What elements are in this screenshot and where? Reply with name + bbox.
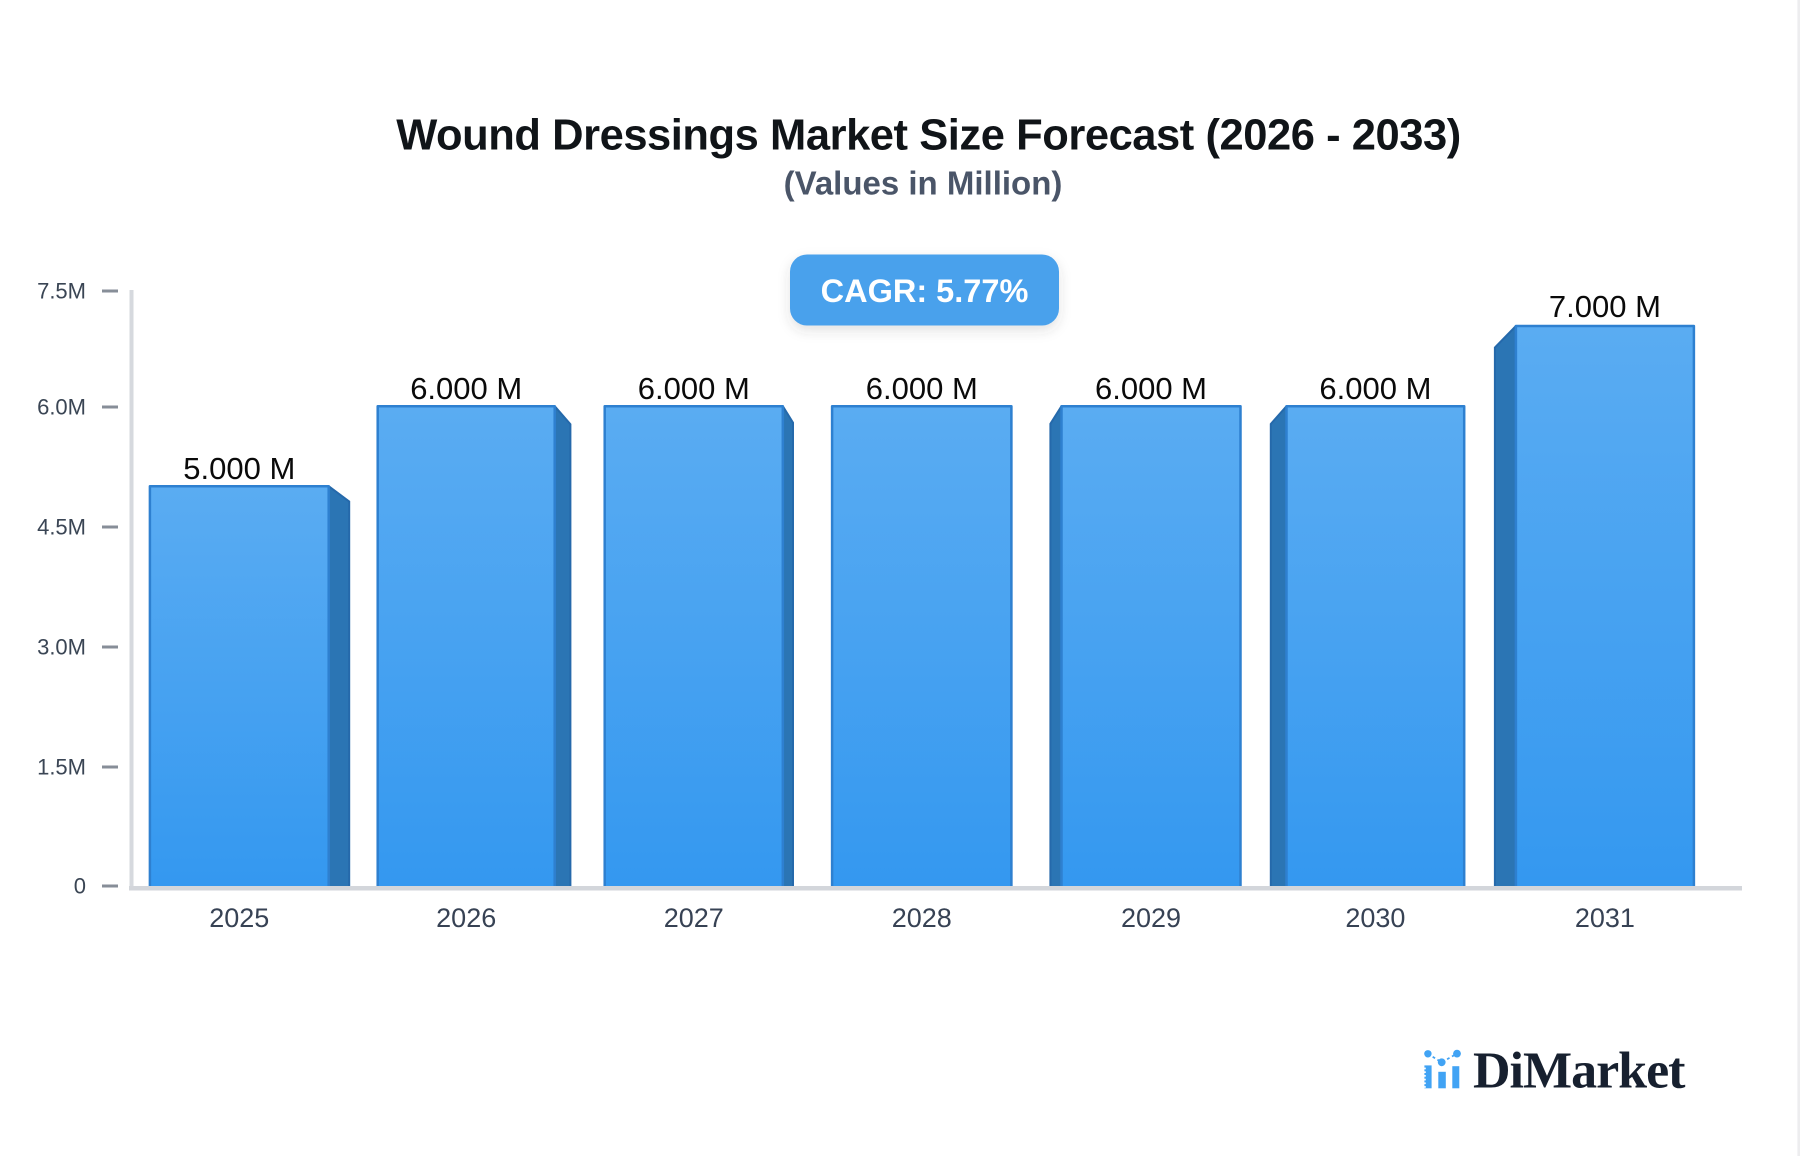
svg-text:2031: 2031 (1575, 903, 1635, 933)
svg-text:CAGR: 5.77%: CAGR: 5.77% (821, 273, 1029, 309)
svg-text:6.000 M: 6.000 M (1319, 371, 1431, 406)
svg-text:1.5M: 1.5M (37, 755, 86, 780)
svg-text:0: 0 (74, 874, 86, 899)
svg-text:7.5M: 7.5M (37, 279, 86, 304)
svg-text:6.000 M: 6.000 M (410, 371, 522, 406)
svg-text:DiMarket: DiMarket (1473, 1043, 1686, 1100)
svg-text:2029: 2029 (1121, 903, 1181, 933)
svg-text:2028: 2028 (892, 903, 952, 933)
svg-text:Wound Dressings Market Size Fo: Wound Dressings Market Size Forecast (20… (396, 112, 1461, 160)
svg-text:2027: 2027 (664, 903, 724, 933)
svg-text:5.000 M: 5.000 M (183, 451, 295, 486)
svg-text:6.0M: 6.0M (37, 395, 86, 420)
svg-text:2026: 2026 (436, 903, 496, 933)
svg-text:4.5M: 4.5M (37, 515, 86, 540)
svg-text:6.000 M: 6.000 M (866, 371, 978, 406)
svg-text:2025: 2025 (209, 903, 269, 933)
svg-text:2030: 2030 (1345, 903, 1405, 933)
svg-text:6.000 M: 6.000 M (638, 371, 750, 406)
svg-text:6.000 M: 6.000 M (1095, 371, 1207, 406)
svg-text:7.000 M: 7.000 M (1549, 289, 1661, 324)
svg-text:3.0M: 3.0M (37, 635, 86, 660)
svg-text:(Values in Million): (Values in Million) (784, 165, 1063, 202)
